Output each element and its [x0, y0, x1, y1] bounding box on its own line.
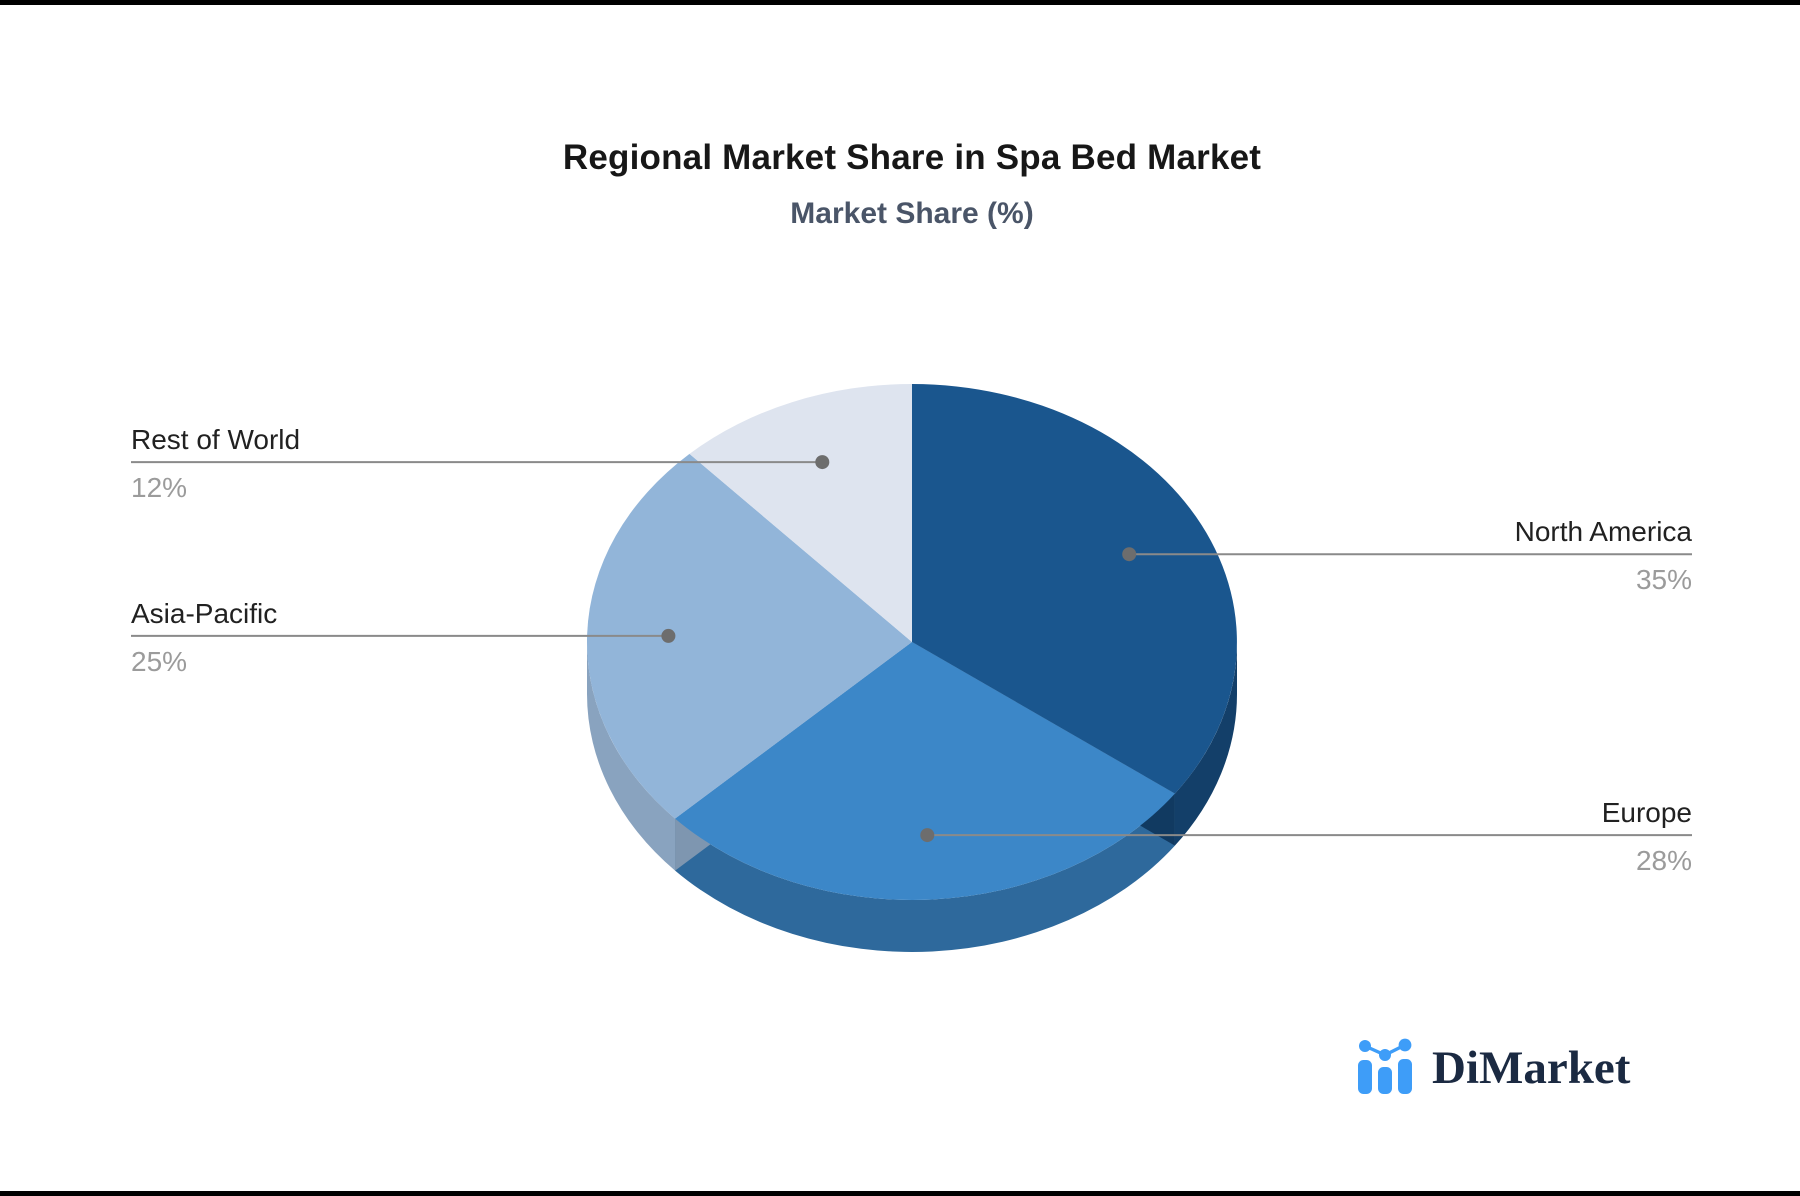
- pie-side-asia-pacific: [587, 642, 676, 871]
- slice-label: Asia-Pacific: [131, 597, 278, 629]
- slice-label: Europe: [1601, 797, 1692, 829]
- slice-value: 35%: [1635, 564, 1692, 596]
- chart-subtitle: Market Share (%): [790, 197, 1034, 230]
- pie-slice-north-america: [912, 384, 1237, 794]
- slice-value: 25%: [131, 645, 188, 677]
- chart-title: Regional Market Share in Spa Bed Market: [562, 138, 1262, 177]
- leader-dot-north-america: [1122, 547, 1137, 562]
- leader-dot-rest-of-world: [815, 455, 830, 470]
- dimarket-logo: DiMarket: [1352, 1036, 1630, 1100]
- slice-label: Rest of World: [131, 424, 301, 456]
- top-border: [0, 0, 1800, 5]
- leader-dot-asia-pacific: [661, 628, 676, 643]
- pie-side-north-america: [1174, 642, 1237, 846]
- leader-dot-europe: [920, 828, 935, 843]
- slice-value: 28%: [1635, 845, 1692, 877]
- bottom-border: [0, 1191, 1800, 1196]
- pie-slice-rest-of-world: [689, 384, 912, 642]
- logo-text: DiMarket: [1432, 1041, 1631, 1094]
- pie-side-europe: [675, 793, 1175, 952]
- slice-label: North America: [1514, 516, 1692, 548]
- slice-value: 12%: [131, 472, 188, 504]
- bar-chart-trend-icon: [1358, 1038, 1412, 1094]
- pie-slice-asia-pacific: [586, 453, 912, 819]
